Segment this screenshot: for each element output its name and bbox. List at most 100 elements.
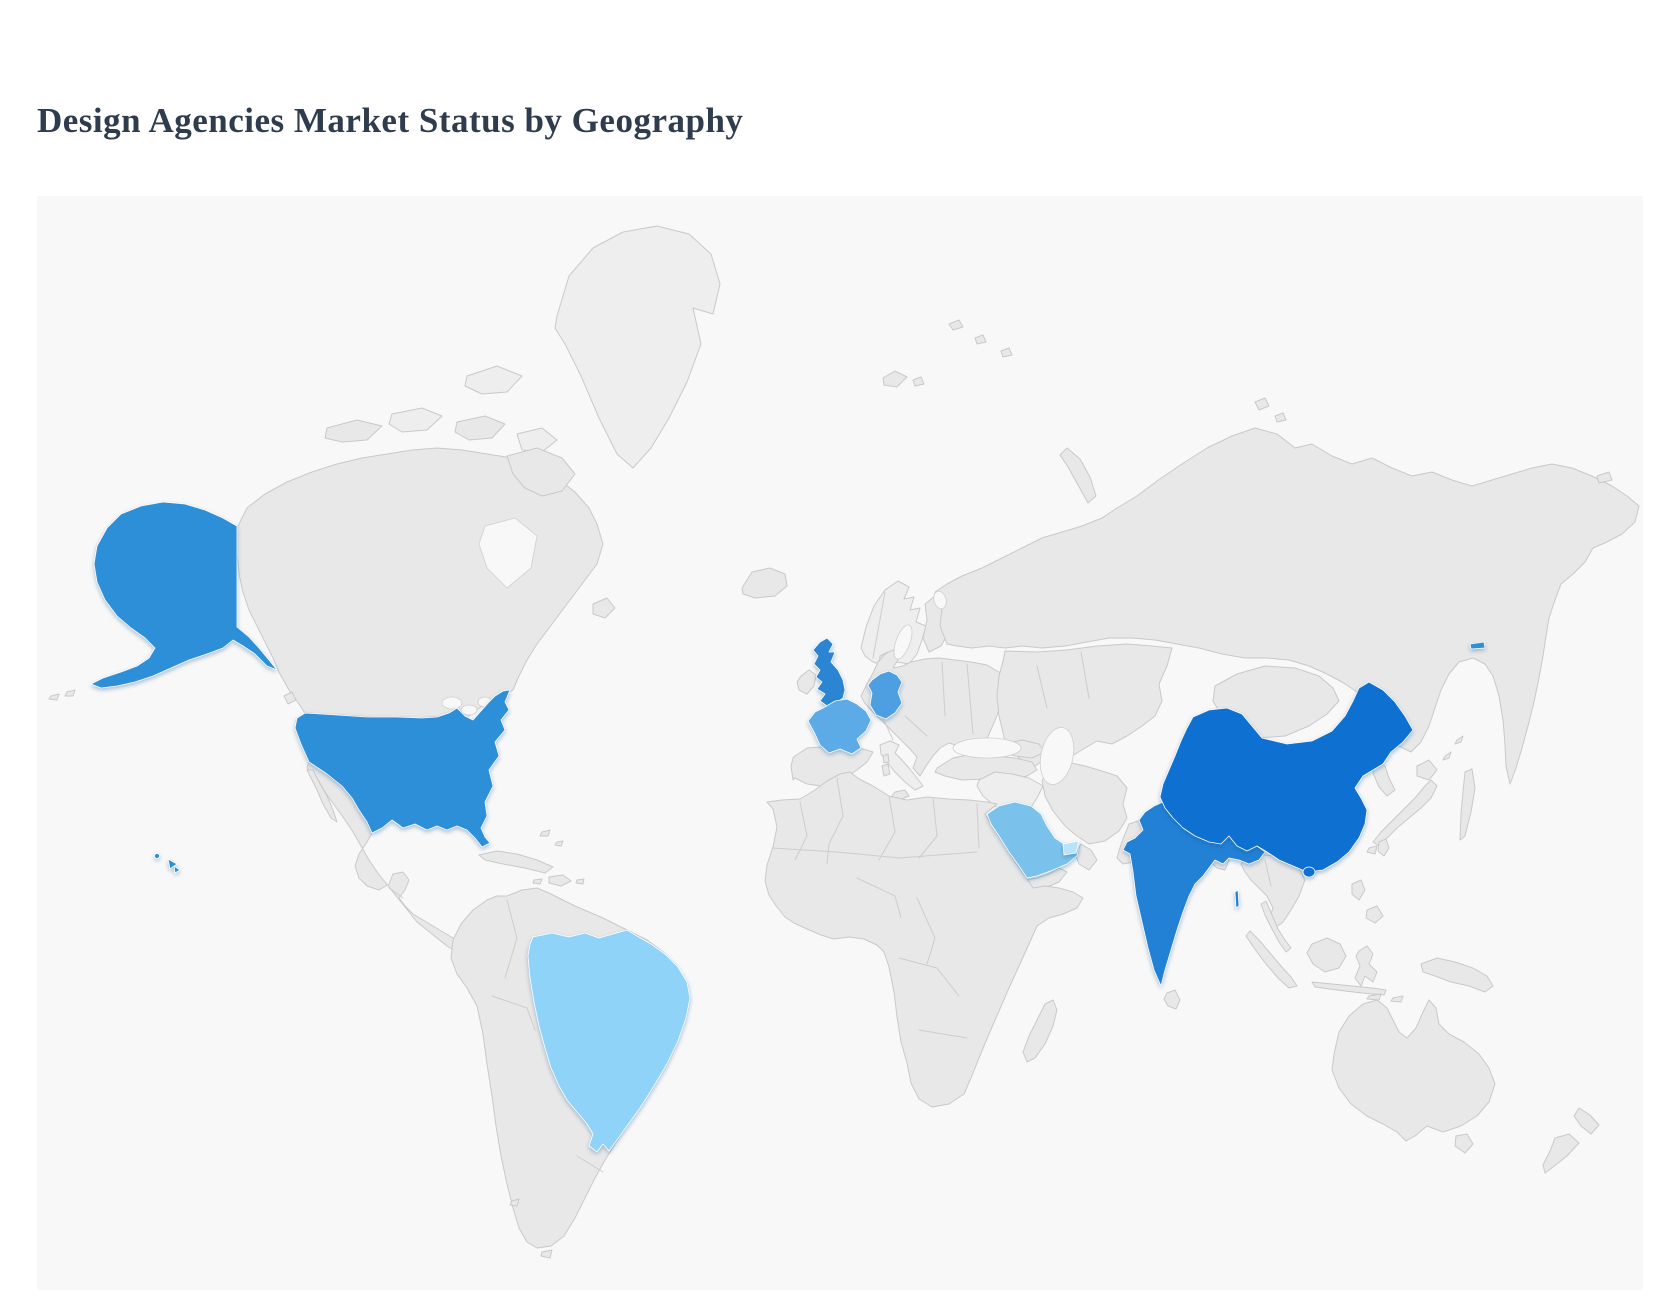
country-border-lines (794, 801, 808, 861)
island-bahamas (539, 829, 551, 837)
island-bahamas (554, 840, 564, 847)
region-africa[interactable] (764, 771, 1084, 1108)
island-taiwan (1377, 838, 1390, 857)
region-japan-kyushu (1366, 845, 1378, 855)
sea-caspian (1039, 727, 1075, 785)
island-timor (1390, 995, 1404, 1003)
arctic-island (948, 319, 964, 331)
region-japan-hokkaido[interactable] (1416, 759, 1438, 781)
sea-white-sea (933, 590, 947, 610)
country-border-lines (388, 887, 404, 899)
island-falklands (509, 1198, 520, 1207)
country-border-lines (826, 777, 844, 865)
country-border-lines (771, 847, 978, 859)
island-kuril (1442, 751, 1452, 761)
island-new-guinea (1420, 957, 1494, 993)
country-india-andaman[interactable] (1234, 889, 1240, 909)
country-border-lines (856, 877, 902, 919)
island-sri-lanka[interactable] (1163, 989, 1181, 1010)
country-china-hainan[interactable] (1302, 866, 1316, 878)
arctic-island-ellesmere (464, 365, 523, 395)
region-new-zealand-north[interactable] (1573, 1107, 1600, 1135)
island-sardinia (881, 763, 891, 777)
island-novaya-zemlya (1059, 447, 1097, 504)
country-border-lines (941, 661, 946, 717)
island-newfoundland (592, 597, 616, 619)
island-aleutian (48, 693, 60, 701)
island-mindanao-philippines (1365, 905, 1384, 924)
arctic-island (454, 415, 506, 441)
island-severnaya-zemlya (1254, 397, 1270, 411)
country-united-states-alaska[interactable] (90, 501, 278, 689)
country-border-lines (1264, 859, 1272, 887)
country-border-lines (504, 899, 518, 979)
sea-black-sea (952, 737, 1022, 759)
lake-great-lakes (460, 704, 478, 716)
island-svalbard (882, 370, 908, 388)
island-severnaya-zemlya (1274, 412, 1287, 423)
country-united-states-hawaii[interactable] (167, 858, 178, 870)
sea-baltic (893, 624, 913, 660)
sea-hudson-bay (478, 517, 538, 589)
region-canada[interactable] (236, 447, 604, 719)
country-china[interactable] (1159, 681, 1414, 873)
island-tasmania (1454, 1133, 1474, 1154)
country-germany[interactable] (867, 670, 903, 720)
island-cuba[interactable] (478, 850, 554, 874)
region-iceland[interactable] (741, 567, 788, 599)
arctic-island (324, 419, 383, 443)
country-border-lines (576, 1155, 604, 1173)
country-border-lines (1036, 665, 1048, 709)
country-united-states-aleutians[interactable] (1469, 641, 1486, 650)
country-border-lines (878, 795, 896, 861)
island-tierra-del-fuego (540, 1249, 553, 1259)
region-australia[interactable] (1331, 999, 1496, 1142)
country-saudi-arabia[interactable] (986, 801, 1080, 879)
arctic-island (1000, 347, 1013, 358)
region-iran[interactable] (1041, 761, 1128, 845)
world-map-container (37, 196, 1643, 1290)
country-united-states-hawaii[interactable] (154, 853, 160, 859)
island-vancouver (283, 691, 297, 705)
arctic-island (516, 427, 558, 453)
country-france[interactable] (807, 698, 872, 755)
country-border-lines (916, 897, 936, 965)
region-new-zealand-south[interactable] (1542, 1133, 1580, 1174)
island-puerto-rico (575, 878, 585, 885)
region-korea[interactable] (1372, 759, 1396, 797)
region-malay-peninsula (1260, 900, 1292, 953)
country-border-lines (904, 715, 928, 737)
island-kuril (1454, 735, 1464, 745)
island-borneo (1306, 937, 1347, 973)
country-united-states-hawaii[interactable] (173, 865, 181, 874)
island-madagascar[interactable] (1022, 999, 1058, 1063)
country-border-lines (898, 957, 960, 997)
country-united-arab-emirates[interactable] (1062, 840, 1080, 856)
country-border-lines (976, 803, 980, 849)
country-border-lines (918, 797, 938, 859)
region-greenland[interactable] (554, 225, 721, 469)
region-russia[interactable] (934, 427, 1640, 785)
country-border-lines (918, 1029, 968, 1039)
country-border-lines (872, 591, 886, 659)
country-united-kingdom[interactable] (812, 637, 846, 707)
island-aleutian (64, 689, 76, 697)
region-central-asia[interactable] (996, 643, 1173, 767)
island-corsica (882, 753, 890, 764)
world-map (37, 196, 1643, 1290)
region-baja-california (306, 769, 338, 823)
country-brazil[interactable] (527, 929, 691, 1153)
country-united-states[interactable] (294, 689, 511, 848)
island-java (1311, 981, 1387, 996)
island-timor (1366, 993, 1382, 1001)
country-border-lines (1080, 651, 1090, 699)
arctic-island-baffin (506, 447, 576, 497)
island-sumatra (1245, 930, 1298, 989)
country-border-lines (881, 715, 894, 741)
page-title: Design Agencies Market Status by Geograp… (37, 101, 744, 141)
island-hispaniola (548, 874, 572, 887)
island-sakhalin (1459, 768, 1476, 841)
region-ireland[interactable] (796, 669, 817, 695)
country-border-lines (966, 663, 974, 735)
